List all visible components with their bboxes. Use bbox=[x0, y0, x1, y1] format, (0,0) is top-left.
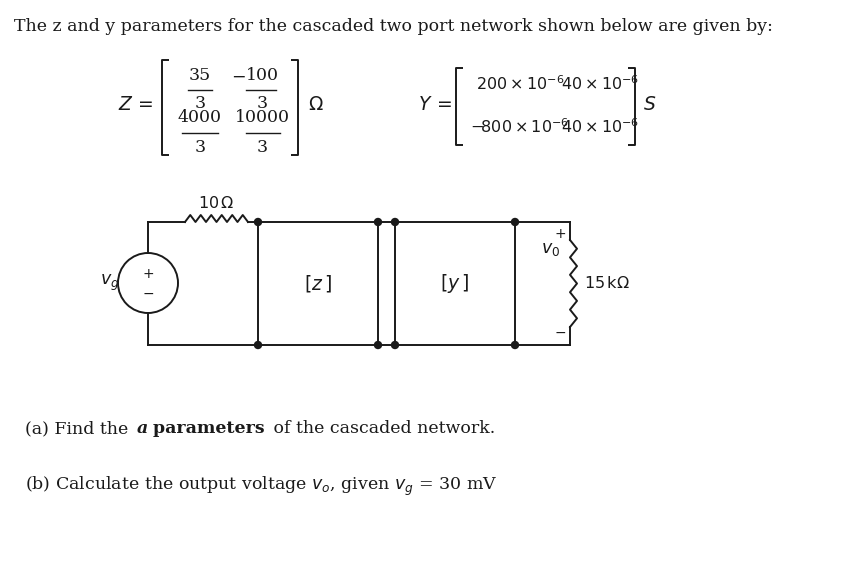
Text: $40\times10^{-6}$: $40\times10^{-6}$ bbox=[561, 118, 639, 137]
Text: 3: 3 bbox=[195, 96, 206, 113]
Text: $\Omega$: $\Omega$ bbox=[308, 96, 324, 114]
Text: (a) Find the: (a) Find the bbox=[25, 420, 133, 437]
Text: a: a bbox=[137, 420, 148, 437]
Text: (b) Calculate the output voltage $v_o$, given $v_g$ = 30 mV: (b) Calculate the output voltage $v_o$, … bbox=[25, 475, 497, 498]
Text: $Y\,=$: $Y\,=$ bbox=[418, 96, 452, 114]
Text: $40\times10^{-6}$: $40\times10^{-6}$ bbox=[561, 76, 639, 94]
Text: $S$: $S$ bbox=[643, 96, 656, 114]
Bar bbox=[395, 222, 515, 345]
Text: −: − bbox=[554, 326, 566, 340]
Text: +: + bbox=[142, 267, 154, 281]
Circle shape bbox=[375, 342, 382, 349]
Circle shape bbox=[512, 342, 518, 349]
Text: $-\!800\times10^{-6}$: $-\!800\times10^{-6}$ bbox=[470, 118, 570, 137]
Text: parameters: parameters bbox=[147, 420, 264, 437]
Text: $v_g$: $v_g$ bbox=[100, 273, 120, 293]
Text: $10\,\Omega$: $10\,\Omega$ bbox=[198, 195, 235, 212]
Circle shape bbox=[254, 219, 262, 226]
Text: −: − bbox=[231, 69, 246, 86]
Circle shape bbox=[512, 219, 518, 226]
Text: 35: 35 bbox=[189, 66, 211, 83]
Bar bbox=[258, 222, 378, 345]
Text: 100: 100 bbox=[246, 66, 279, 83]
Text: $[y\,]$: $[y\,]$ bbox=[440, 272, 469, 295]
Text: The z and y parameters for the cascaded two port network shown below are given b: The z and y parameters for the cascaded … bbox=[14, 18, 773, 35]
Circle shape bbox=[375, 219, 382, 226]
Text: $Z\,=$: $Z\,=$ bbox=[118, 96, 154, 114]
Text: 3: 3 bbox=[257, 96, 268, 113]
Text: 3: 3 bbox=[195, 138, 206, 155]
Text: $15\,\mathrm{k}\Omega$: $15\,\mathrm{k}\Omega$ bbox=[584, 275, 630, 292]
Text: 4000: 4000 bbox=[178, 110, 222, 127]
Circle shape bbox=[392, 342, 399, 349]
Text: $[z\,]$: $[z\,]$ bbox=[304, 273, 332, 294]
Circle shape bbox=[254, 342, 262, 349]
Text: $v_0$: $v_0$ bbox=[541, 241, 560, 258]
Text: $200\times10^{-6}$: $200\times10^{-6}$ bbox=[476, 76, 564, 94]
Text: of the cascaded network.: of the cascaded network. bbox=[268, 420, 496, 437]
Text: 3: 3 bbox=[257, 138, 268, 155]
Text: +: + bbox=[554, 227, 566, 241]
Text: 10000: 10000 bbox=[235, 110, 290, 127]
Circle shape bbox=[392, 219, 399, 226]
Text: −: − bbox=[142, 287, 154, 301]
